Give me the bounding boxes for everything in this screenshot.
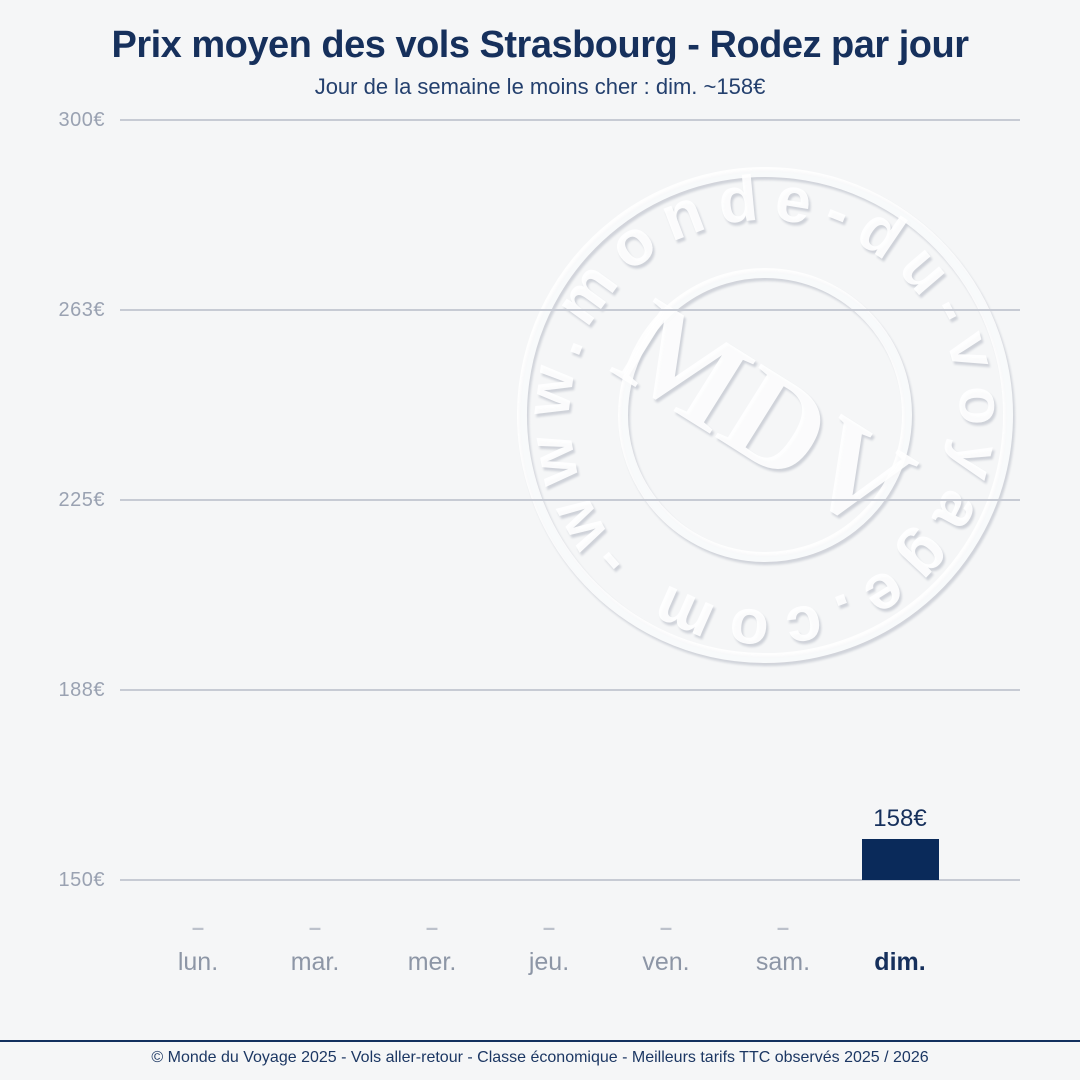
gridline-300 [120,119,1020,121]
day-slot-jeu: – jeu. [489,915,609,979]
x-axis-label-ven: ven. [642,948,690,976]
x-axis-label-sam: sam. [755,948,811,976]
watermark-ring-text: www.monde-du-voyage.com - [465,115,1065,715]
x-axis-label-dim: dim. [874,948,926,976]
gridline-188 [120,689,1020,691]
watermark-inner-ring [618,268,912,562]
svg-text:www.monde-du-voyage.com -: www.monde-du-voyage.com - [465,115,1065,715]
no-data-marker: – [659,915,673,940]
bar-value-label: 158€ [873,805,927,832]
bar-dim [862,839,939,880]
x-axis-label-mar: mar. [290,948,340,976]
day-slot-dim: dim. [840,915,960,979]
chart-title: Prix moyen des vols Strasbourg - Rodez p… [111,24,969,66]
y-tick-300: 300€ [58,109,105,131]
gridline-263 [120,309,1020,311]
day-slot-ven: – ven. [606,915,726,979]
day-slot-sam: – sam. [723,915,843,979]
x-axis-label-mer: mer. [407,948,457,976]
footer-divider [0,1040,1080,1042]
watermark-center-text: MDV [592,270,937,562]
no-data-marker: – [776,915,790,940]
x-axis-label-lun: lun. [177,948,219,976]
day-slot-mar: – mar. [255,915,375,979]
no-data-marker: – [542,915,556,940]
no-data-marker: – [308,915,322,940]
x-axis-label-jeu: jeu. [528,948,570,976]
day-slot-mer: – mer. [372,915,492,979]
chart-subtitle: Jour de la semaine le moins cher : dim. … [314,74,766,99]
y-tick-225: 225€ [58,489,105,511]
no-data-marker: – [425,915,439,940]
watermark-stamp-icon: www.monde-du-voyage.com - MDV [465,115,1065,715]
day-slot-lun: – lun. [138,915,258,979]
y-tick-150: 150€ [58,869,105,891]
no-data-marker: – [191,915,205,940]
y-tick-263: 263€ [58,299,105,321]
no-data-marker-spacer [840,915,960,945]
gridline-225 [120,499,1020,501]
y-tick-188: 188€ [58,679,105,701]
footer-copyright: © Monde du Voyage 2025 - Vols aller-reto… [151,1049,929,1066]
watermark-outer-ring [517,167,1013,663]
gridline-150 [120,879,1020,881]
